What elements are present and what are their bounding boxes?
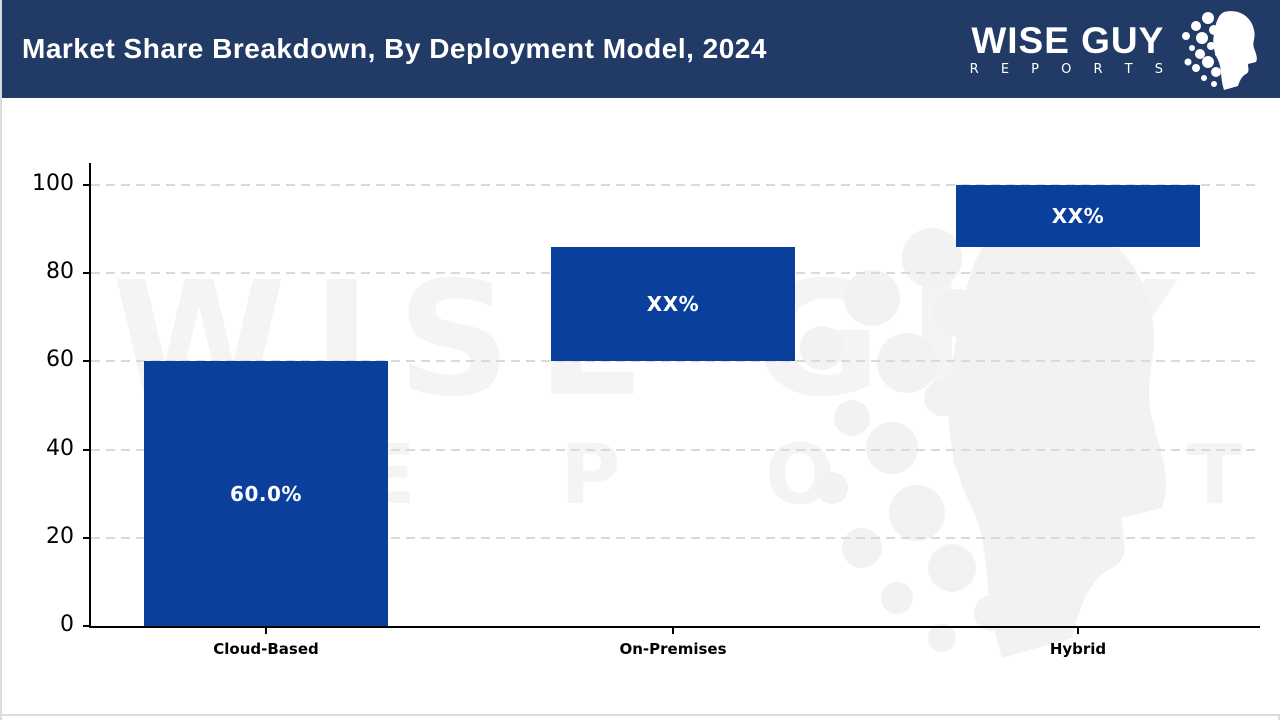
x-axis-tick-mark xyxy=(672,628,674,634)
bar-cloud-based: 60.0% xyxy=(144,361,388,626)
bar-value-label: XX% xyxy=(646,292,700,317)
logo-wordmark-line2: R E P O R T S xyxy=(969,62,1172,77)
y-axis-line xyxy=(89,163,91,628)
x-axis-category-label: Cloud-Based xyxy=(213,640,319,658)
y-axis-tick-label: 0 xyxy=(60,612,74,637)
x-axis-tick-mark xyxy=(265,628,267,634)
y-axis-tick-mark xyxy=(83,184,91,186)
y-axis-tick-label: 100 xyxy=(32,171,74,196)
bar-hybrid: XX% xyxy=(956,185,1200,247)
gridline-60 xyxy=(91,360,1260,363)
chart-area: WISE GUY R E P O R T S 02040608010060.0%… xyxy=(2,98,1280,716)
y-axis-tick-label: 40 xyxy=(46,435,74,461)
wise-guy-reports-logo: WISE GUY R E P O R T S xyxy=(964,6,1262,92)
y-axis-tick-mark xyxy=(83,360,91,363)
y-axis-tick-mark xyxy=(83,448,91,451)
y-axis-tick-mark xyxy=(83,536,91,539)
dotted-head-icon xyxy=(1182,11,1257,90)
bar-value-label: XX% xyxy=(1051,203,1105,228)
gridline-20 xyxy=(91,536,1260,539)
bar-on-premises: XX% xyxy=(551,246,795,362)
header-banner: Market Share Breakdown, By Deployment Mo… xyxy=(2,0,1280,98)
x-axis-line xyxy=(89,626,1260,628)
gridline-40 xyxy=(91,448,1260,451)
page-title: Market Share Breakdown, By Deployment Mo… xyxy=(22,33,767,64)
x-axis-category-label: Hybrid xyxy=(1049,640,1107,658)
logo-wordmark-line1: WISE GUY xyxy=(971,20,1165,61)
y-axis-tick-mark xyxy=(83,625,91,627)
y-axis-tick-label: 60 xyxy=(46,347,74,373)
logo-wordmark: WISE GUY R E P O R T S xyxy=(964,22,1172,76)
y-axis-tick-mark xyxy=(83,272,91,275)
bar-value-label: 60.0% xyxy=(230,481,302,506)
y-axis-tick-label: 20 xyxy=(46,523,74,549)
x-axis-tick-mark xyxy=(1077,628,1079,634)
x-axis-category-label: On-Premises xyxy=(619,640,727,658)
y-axis-tick-label: 80 xyxy=(46,259,74,285)
gridline-100 xyxy=(91,184,1260,186)
